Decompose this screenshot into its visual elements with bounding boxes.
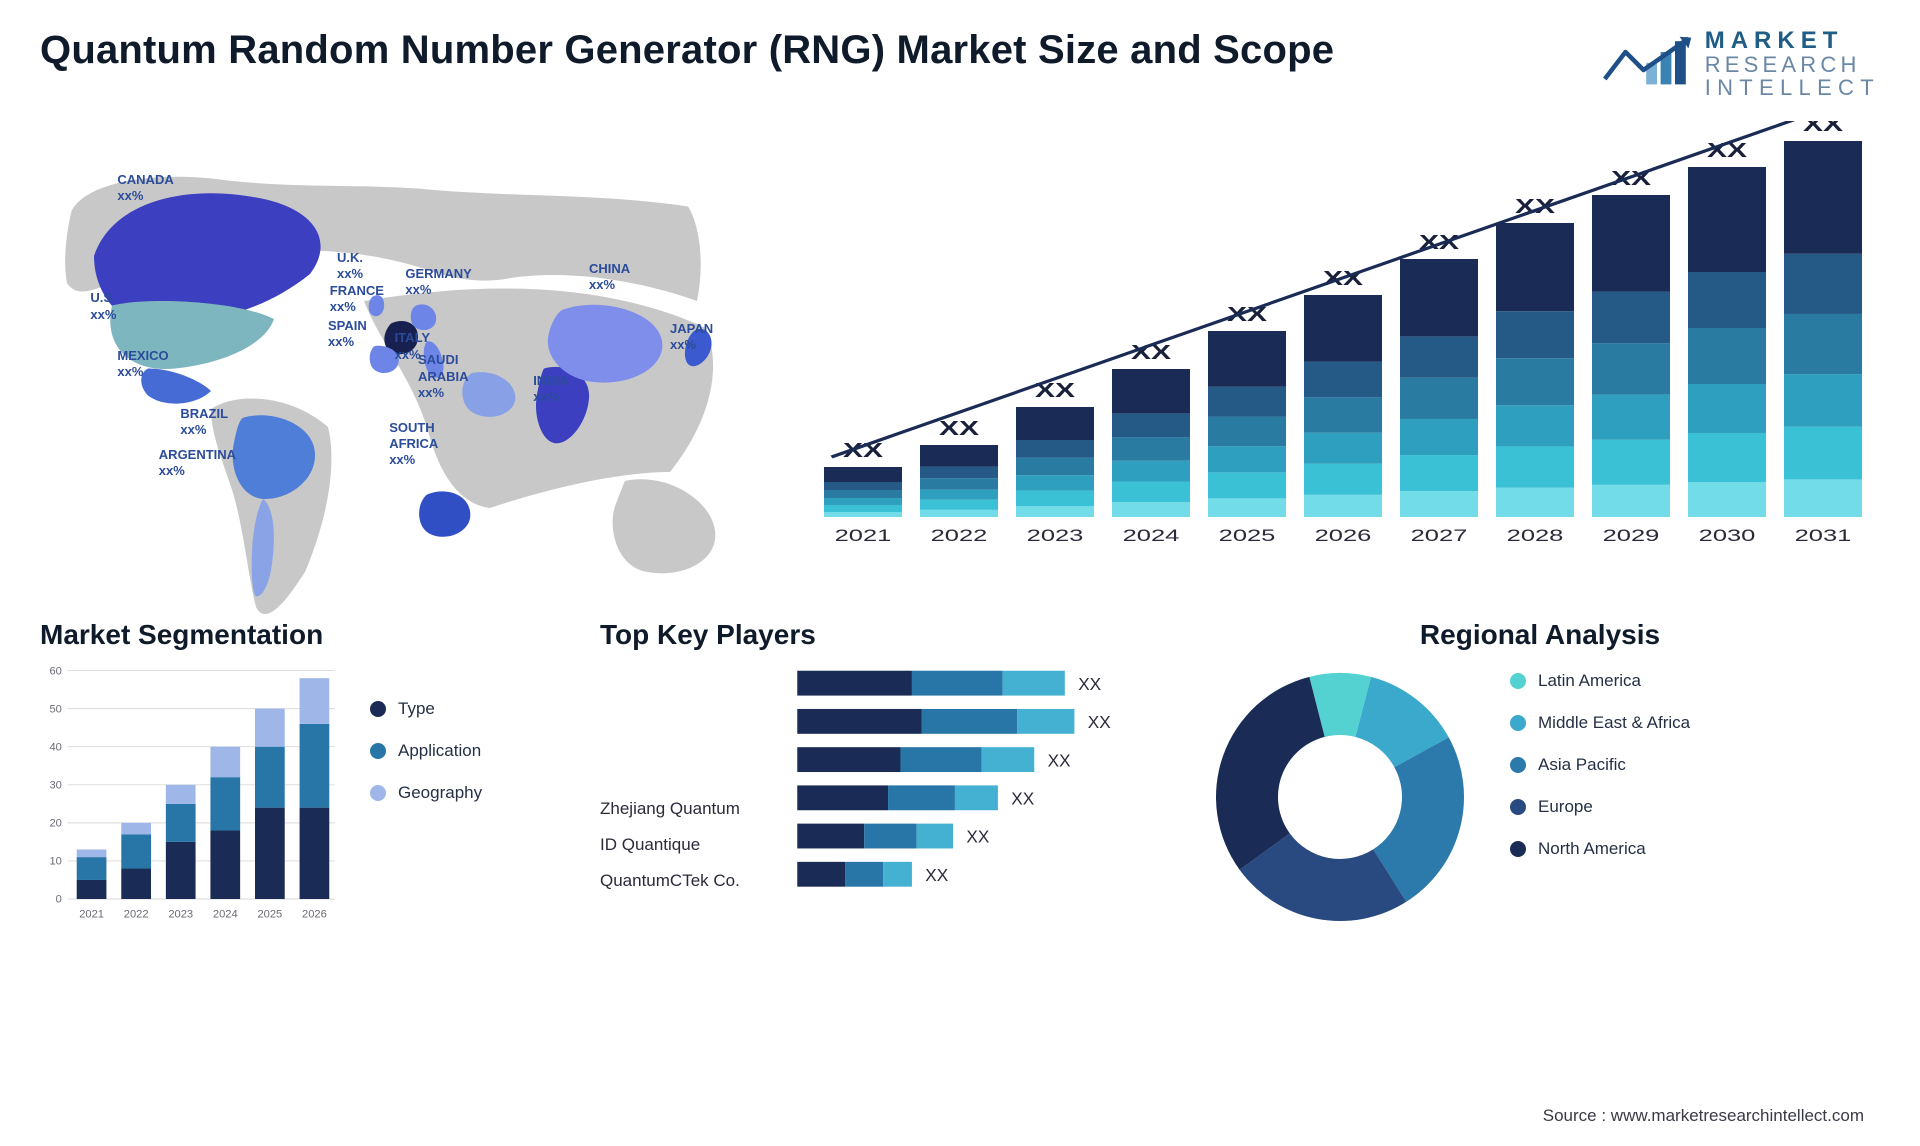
svg-text:2025: 2025	[257, 909, 282, 921]
svg-text:2022: 2022	[931, 526, 988, 546]
player-label: ID Quantique	[600, 835, 700, 855]
page-title: Quantum Random Number Generator (RNG) Ma…	[40, 28, 1334, 73]
svg-text:20: 20	[49, 818, 61, 830]
segmentation-chart: 0 10 20 30 40 50 60 2021 2022 2023 2024 2025 2026	[40, 665, 340, 925]
region-legend: Latin America Middle East & Africa Asia Pa…	[1510, 665, 1690, 925]
svg-text:2024: 2024	[213, 909, 238, 921]
growth-chart-svg: XX2021XX2022XX2023XX2024XX2025XX2026XX20…	[800, 121, 1880, 561]
svg-text:2026: 2026	[302, 909, 327, 921]
map-label-japan: JAPANxx%	[670, 321, 713, 354]
players-labels: Zhejiang Quantum ID Quantique QuantumCTek …	[600, 665, 790, 928]
svg-text:0: 0	[56, 894, 62, 906]
source-attribution: Source : www.marketresearchintellect.com	[1543, 1106, 1864, 1126]
segmentation-legend-item: Geography	[370, 783, 482, 803]
player-label: Zhejiang Quantum	[600, 799, 740, 819]
svg-text:2021: 2021	[835, 526, 892, 546]
map-label-india: INDIAxx%	[533, 373, 568, 406]
svg-text:XX: XX	[1078, 674, 1101, 694]
map-label-mexico: MEXICOxx%	[117, 348, 168, 381]
svg-text:2023: 2023	[168, 909, 193, 921]
region-legend-item: Europe	[1510, 797, 1690, 817]
svg-text:2023: 2023	[1027, 526, 1084, 546]
segmentation-legend-item: Application	[370, 741, 482, 761]
players-chart: XX XX XX XX XX XX	[790, 665, 1160, 923]
map-label-spain: SPAINxx%	[328, 318, 367, 351]
svg-text:2028: 2028	[1507, 526, 1564, 546]
region-donut-chart	[1200, 665, 1480, 925]
brand-logo-text-3: INTELLECT	[1705, 76, 1880, 99]
svg-text:2025: 2025	[1219, 526, 1276, 546]
svg-text:XX: XX	[1803, 121, 1843, 136]
svg-text:50: 50	[49, 704, 61, 716]
map-label-china: CHINAxx%	[589, 261, 630, 294]
svg-text:2021: 2021	[79, 909, 104, 921]
segmentation-legend: Type Application Geography	[370, 665, 482, 925]
svg-text:2031: 2031	[1795, 526, 1852, 546]
region-title: Regional Analysis	[1200, 619, 1880, 651]
svg-text:XX: XX	[939, 418, 979, 440]
region-legend-item: Asia Pacific	[1510, 755, 1690, 775]
region-legend-item: Middle East & Africa	[1510, 713, 1690, 733]
svg-text:10: 10	[49, 856, 61, 868]
svg-text:2024: 2024	[1123, 526, 1180, 546]
svg-text:XX: XX	[1011, 789, 1034, 809]
svg-text:2026: 2026	[1315, 526, 1372, 546]
svg-text:XX: XX	[925, 865, 948, 885]
svg-text:30: 30	[49, 780, 61, 792]
svg-text:2022: 2022	[124, 909, 149, 921]
svg-text:XX: XX	[1088, 712, 1111, 732]
svg-text:2027: 2027	[1411, 526, 1468, 546]
svg-text:2030: 2030	[1699, 526, 1756, 546]
map-label-canada: CANADAxx%	[117, 172, 173, 205]
map-label-argentina: ARGENTINAxx%	[159, 447, 236, 480]
brand-logo-text-1: MARKET	[1705, 28, 1880, 53]
map-label-france: FRANCExx%	[330, 283, 384, 316]
region-legend-item: Latin America	[1510, 671, 1690, 691]
map-label-brazil: BRAZILxx%	[180, 406, 228, 439]
brand-logo: MARKET RESEARCH INTELLECT	[1603, 28, 1880, 99]
map-label-germany: GERMANYxx%	[405, 266, 471, 299]
svg-text:XX: XX	[1048, 751, 1071, 771]
svg-text:40: 40	[49, 742, 61, 754]
svg-text:2029: 2029	[1603, 526, 1660, 546]
map-label-uk: U.K.xx%	[337, 250, 363, 283]
player-label: QuantumCTek Co.	[600, 871, 740, 891]
svg-text:XX: XX	[966, 827, 989, 847]
brand-logo-mark	[1603, 34, 1693, 93]
brand-logo-text-2: RESEARCH	[1705, 53, 1880, 76]
map-label-safrica: SOUTHAFRICAxx%	[389, 420, 438, 469]
growth-chart-panel: XX2021XX2022XX2023XX2024XX2025XX2026XX20…	[800, 121, 1880, 561]
region-legend-item: North America	[1510, 839, 1690, 859]
segmentation-legend-item: Type	[370, 699, 482, 719]
svg-text:60: 60	[49, 666, 61, 678]
map-label-us: U.S.xx%	[90, 290, 116, 323]
map-label-saudi: SAUDIARABIAxx%	[418, 352, 469, 401]
world-map-panel: CANADAxx% U.S.xx%MEXICOxx% BRAZILxx% ARGENT…	[40, 121, 760, 561]
